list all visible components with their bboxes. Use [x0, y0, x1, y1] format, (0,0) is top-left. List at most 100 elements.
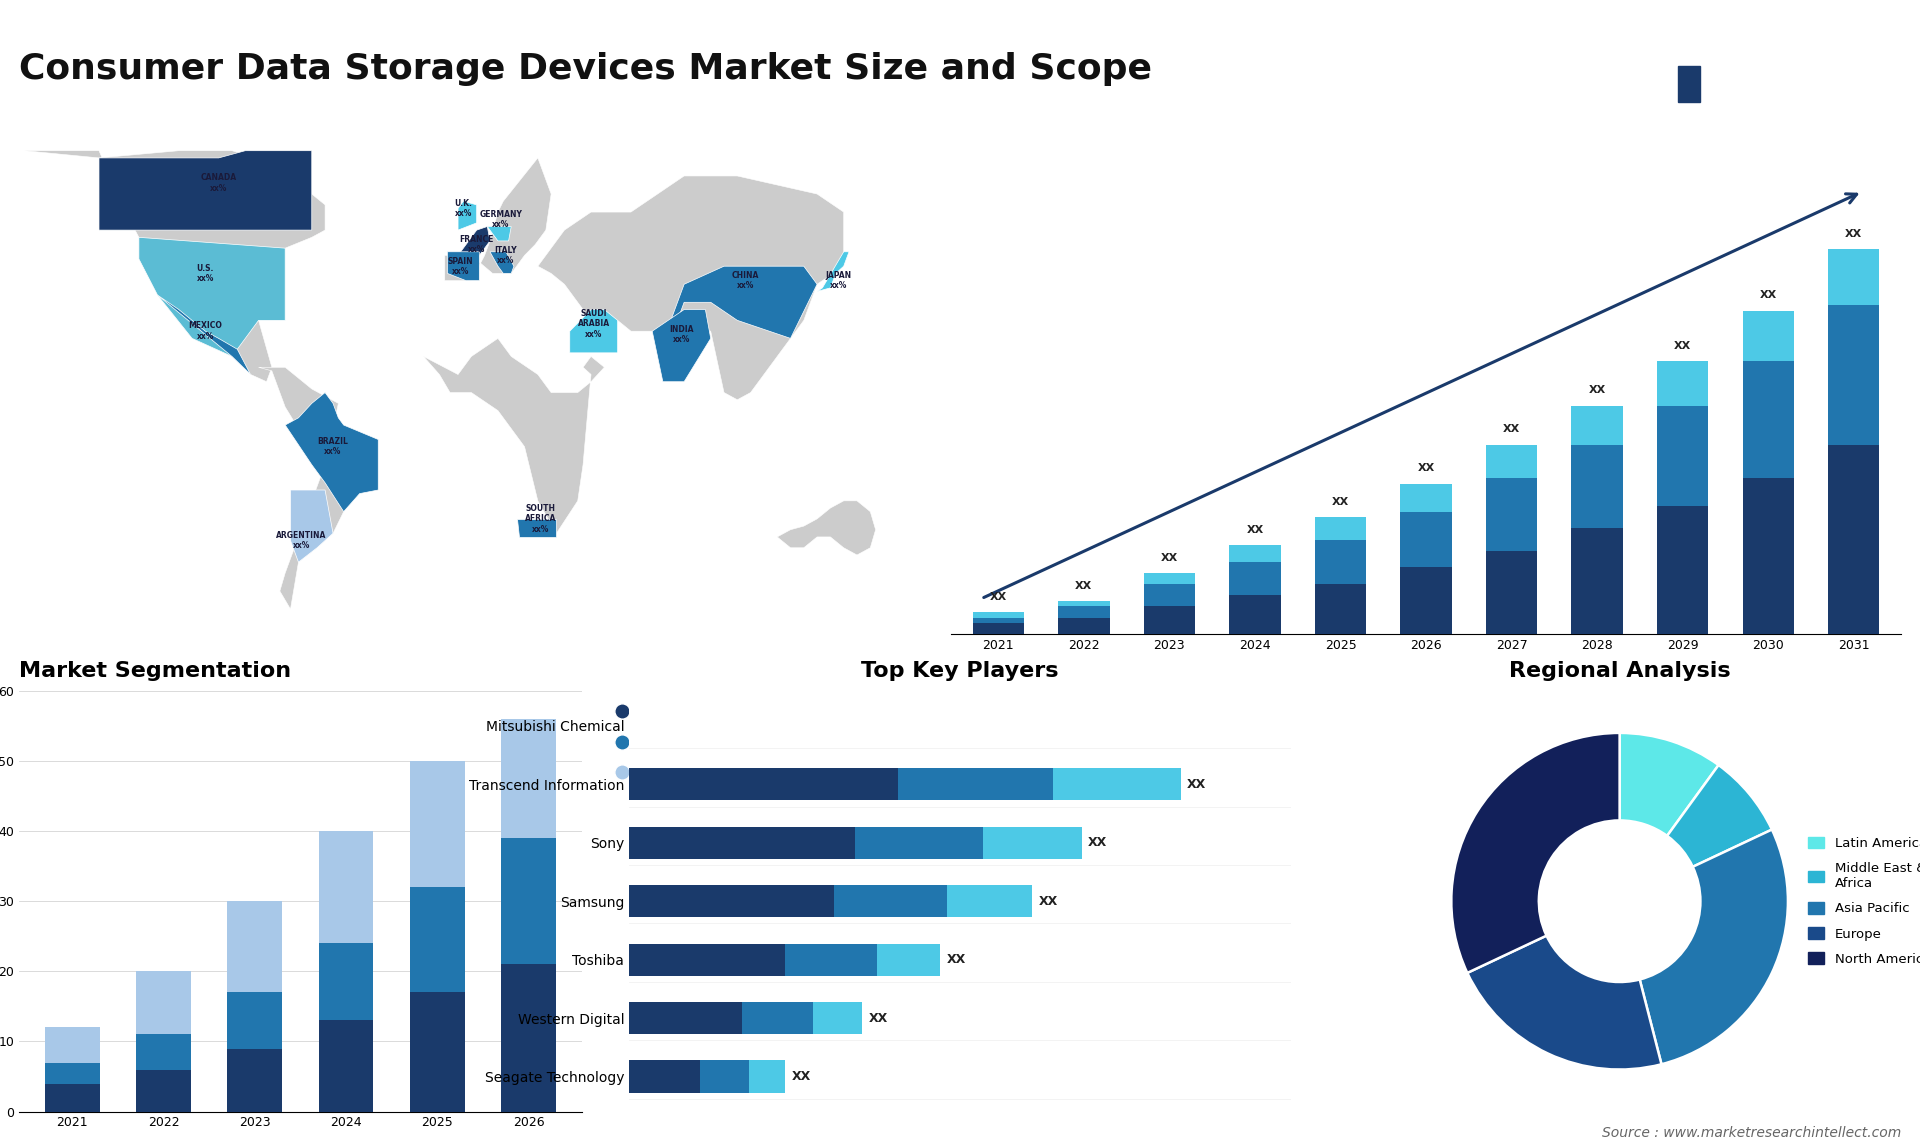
Text: XX: XX [1503, 424, 1521, 434]
Bar [899, 768, 1054, 800]
Text: Source : www.marketresearchintellect.com: Source : www.marketresearchintellect.com [1601, 1127, 1901, 1140]
Bar [411, 887, 465, 992]
Polygon shape [778, 501, 876, 555]
Text: XX: XX [1089, 837, 1108, 849]
Text: SAUDI
ARABIA
xx%: SAUDI ARABIA xx% [578, 309, 611, 339]
Polygon shape [138, 237, 286, 356]
Bar [1229, 545, 1281, 562]
Bar [1058, 601, 1110, 606]
Bar [1144, 584, 1194, 606]
Bar [411, 761, 465, 887]
Text: XX: XX [947, 953, 966, 966]
Legend: Type, Application, Geography: Type, Application, Geography [601, 698, 737, 786]
Title: Regional Analysis: Regional Analysis [1509, 661, 1730, 681]
Text: XX: XX [1588, 385, 1605, 395]
Bar [1828, 445, 1880, 635]
Bar [44, 1084, 100, 1112]
Bar [501, 719, 557, 838]
Polygon shape [100, 150, 311, 230]
Bar [856, 826, 983, 858]
Text: ARGENTINA
xx%: ARGENTINA xx% [276, 531, 326, 550]
Bar [1657, 507, 1709, 635]
Bar [1571, 528, 1622, 635]
Bar [1058, 618, 1110, 635]
Polygon shape [538, 176, 843, 400]
Bar [973, 612, 1023, 618]
Bar [136, 1035, 190, 1069]
Wedge shape [1452, 733, 1620, 973]
Text: XX: XX [1332, 497, 1350, 507]
Bar [136, 1069, 190, 1112]
Polygon shape [516, 519, 557, 537]
Text: U.K.
xx%: U.K. xx% [455, 198, 472, 218]
Wedge shape [1640, 830, 1788, 1065]
Bar [1486, 445, 1538, 478]
Polygon shape [424, 338, 605, 533]
Text: CANADA
xx%: CANADA xx% [200, 173, 236, 193]
Bar [1486, 551, 1538, 635]
Text: BRAZIL
xx%: BRAZIL xx% [317, 437, 348, 456]
Polygon shape [445, 158, 551, 281]
Bar [1400, 484, 1452, 511]
Polygon shape [459, 202, 476, 230]
Polygon shape [818, 252, 849, 291]
Bar [749, 1060, 785, 1092]
Text: JAPAN
xx%: JAPAN xx% [826, 270, 851, 290]
Bar [1486, 478, 1538, 551]
Text: XX: XX [1246, 525, 1263, 535]
Text: XX: XX [1845, 229, 1862, 240]
Bar [1315, 540, 1367, 584]
Polygon shape [447, 252, 480, 281]
Polygon shape [653, 309, 710, 382]
Bar [1657, 406, 1709, 507]
Polygon shape [286, 393, 378, 511]
Text: XX: XX [1075, 581, 1092, 590]
Bar [1571, 445, 1622, 528]
Bar [1743, 478, 1793, 635]
Text: GERMANY
xx%: GERMANY xx% [480, 210, 522, 229]
Text: Market Segmentation: Market Segmentation [19, 661, 292, 681]
Bar [411, 992, 465, 1112]
Bar [1315, 517, 1367, 540]
Bar [1144, 606, 1194, 635]
Legend: Latin America, Middle East &
Africa, Asia Pacific, Europe, North America: Latin America, Middle East & Africa, Asi… [1803, 831, 1920, 971]
Bar [877, 943, 941, 975]
Bar [501, 838, 557, 964]
Polygon shape [25, 150, 324, 382]
Bar [1229, 595, 1281, 635]
Polygon shape [1678, 65, 1701, 102]
Bar [785, 943, 877, 975]
Wedge shape [1667, 766, 1772, 866]
Bar [833, 885, 947, 917]
Bar [227, 901, 282, 992]
Bar [1058, 606, 1110, 618]
Text: Consumer Data Storage Devices Market Size and Scope: Consumer Data Storage Devices Market Siz… [19, 52, 1152, 86]
Bar [319, 943, 372, 1020]
Text: SPAIN
xx%: SPAIN xx% [447, 257, 474, 276]
Bar [319, 831, 372, 943]
Bar [743, 1002, 812, 1034]
Text: RESEARCH: RESEARCH [1778, 68, 1828, 76]
Text: XX: XX [870, 1012, 889, 1025]
Text: ITALY
xx%: ITALY xx% [495, 245, 516, 265]
Bar [1657, 361, 1709, 406]
Bar [1743, 311, 1793, 361]
Bar [1828, 305, 1880, 445]
Bar [701, 1060, 749, 1092]
Bar [1828, 250, 1880, 305]
Bar [227, 1049, 282, 1112]
Bar [973, 618, 1023, 623]
Text: INDIA
xx%: INDIA xx% [670, 325, 693, 345]
Bar [1144, 573, 1194, 584]
Text: XX: XX [989, 591, 1006, 602]
Bar [136, 972, 190, 1035]
Polygon shape [1640, 41, 1716, 102]
Polygon shape [290, 490, 332, 563]
Text: XX: XX [791, 1070, 810, 1083]
Bar [1400, 511, 1452, 567]
Text: XX: XX [1039, 895, 1058, 908]
Text: XX: XX [1187, 778, 1206, 791]
Bar [973, 623, 1023, 635]
Bar [630, 943, 785, 975]
Bar [44, 1028, 100, 1062]
